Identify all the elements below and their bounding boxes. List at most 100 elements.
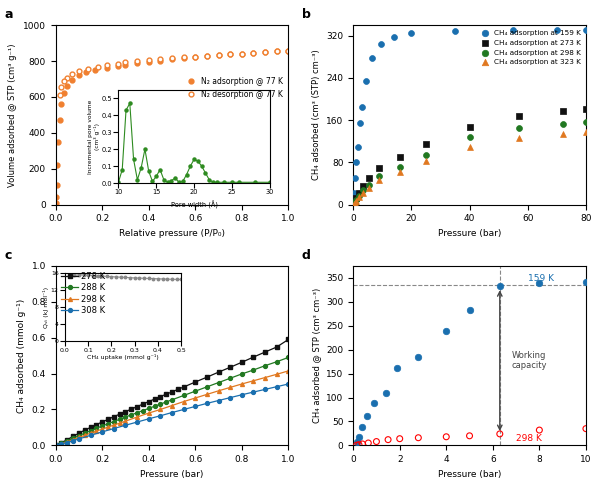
N₂ adsorption @ 77 K bbox=[103, 65, 110, 71]
308 K bbox=[70, 438, 77, 444]
N₂ adsorption @ 77 K bbox=[55, 139, 62, 145]
N₂ adsorption @ 77 K bbox=[122, 62, 129, 68]
Line: N₂ adsorption @ 77 K: N₂ adsorption @ 77 K bbox=[53, 48, 291, 206]
278 K bbox=[273, 344, 280, 350]
N₂ adsorption @ 77 K bbox=[191, 54, 199, 60]
308 K bbox=[133, 419, 140, 425]
CH₄ adsorption at 159 K bbox=[450, 28, 460, 36]
298 K bbox=[110, 422, 118, 428]
278 K bbox=[52, 443, 59, 449]
278 K bbox=[110, 414, 118, 420]
288 K bbox=[98, 423, 106, 429]
Text: d: d bbox=[302, 249, 311, 262]
298 K bbox=[145, 410, 152, 416]
N₂ desorption @ 77 K bbox=[227, 52, 234, 57]
Text: a: a bbox=[4, 8, 13, 21]
CH₄ adsorption at 323 K bbox=[514, 134, 524, 142]
288 K bbox=[169, 397, 176, 403]
X-axis label: Pressure (bar): Pressure (bar) bbox=[438, 229, 501, 238]
N₂ adsorption @ 77 K bbox=[115, 63, 122, 69]
N₂ desorption @ 77 K bbox=[85, 66, 92, 72]
N₂ adsorption @ 77 K bbox=[238, 51, 245, 56]
278 K bbox=[215, 369, 222, 375]
288 K bbox=[116, 416, 123, 422]
Point bbox=[383, 436, 393, 444]
Point bbox=[371, 438, 381, 446]
N₂ adsorption @ 77 K bbox=[54, 162, 61, 168]
Point bbox=[495, 430, 505, 438]
278 K bbox=[64, 437, 71, 443]
278 K bbox=[116, 411, 123, 417]
298 K bbox=[273, 372, 280, 377]
CH₄ adsorption at 273 K bbox=[581, 105, 591, 112]
288 K bbox=[145, 406, 152, 412]
288 K bbox=[157, 401, 164, 407]
298 K bbox=[180, 399, 187, 405]
298 K bbox=[122, 418, 129, 424]
278 K bbox=[128, 406, 135, 412]
CH₄ adsorption at 323 K bbox=[581, 128, 591, 136]
N₂ adsorption @ 77 K bbox=[60, 91, 67, 96]
N₂ adsorption @ 77 K bbox=[52, 195, 59, 201]
N₂ adsorption @ 77 K bbox=[273, 48, 280, 54]
278 K bbox=[98, 419, 106, 425]
278 K bbox=[285, 337, 292, 342]
N₂ adsorption @ 77 K bbox=[52, 200, 59, 206]
X-axis label: Pressure (bar): Pressure (bar) bbox=[438, 469, 501, 479]
308 K bbox=[87, 432, 94, 438]
N₂ desorption @ 77 K bbox=[68, 72, 76, 77]
N₂ adsorption @ 77 K bbox=[53, 182, 61, 188]
Text: 298 K: 298 K bbox=[516, 434, 542, 443]
308 K bbox=[157, 413, 164, 419]
278 K bbox=[151, 396, 158, 402]
298 K bbox=[215, 388, 222, 393]
Point bbox=[354, 433, 364, 441]
CH₄ adsorption at 273 K bbox=[558, 107, 568, 114]
CH₄ adsorption at 159 K bbox=[349, 189, 359, 197]
308 K bbox=[203, 400, 211, 406]
288 K bbox=[133, 410, 140, 415]
CH₄ adsorption at 273 K bbox=[349, 200, 359, 207]
308 K bbox=[145, 416, 152, 422]
Point bbox=[370, 399, 379, 407]
298 K bbox=[87, 430, 94, 436]
CH₄ adsorption at 323 K bbox=[359, 189, 368, 197]
CH₄ adsorption at 273 K bbox=[421, 140, 431, 148]
288 K bbox=[58, 440, 65, 446]
Point bbox=[362, 412, 372, 420]
278 K bbox=[157, 393, 164, 399]
Line: N₂ desorption @ 77 K: N₂ desorption @ 77 K bbox=[58, 48, 291, 97]
N₂ desorption @ 77 K bbox=[273, 48, 280, 54]
N₂ desorption @ 77 K bbox=[133, 58, 140, 64]
CH₄ adsorption at 323 K bbox=[374, 176, 384, 184]
N₂ adsorption @ 77 K bbox=[68, 77, 76, 83]
N₂ adsorption @ 77 K bbox=[157, 57, 164, 63]
CH₄ adsorption at 273 K bbox=[359, 182, 368, 190]
N₂ adsorption @ 77 K bbox=[92, 67, 99, 73]
CH₄ adsorption at 159 K bbox=[376, 40, 386, 48]
288 K bbox=[273, 359, 280, 365]
CH₄ adsorption at 298 K bbox=[351, 196, 361, 204]
CH₄ adsorption at 298 K bbox=[364, 181, 374, 188]
Point bbox=[413, 434, 423, 442]
298 K bbox=[133, 414, 140, 420]
CH₄ adsorption at 323 K bbox=[351, 197, 361, 205]
CH₄ adsorption at 159 K bbox=[353, 143, 362, 150]
Line: 278 K: 278 K bbox=[53, 337, 290, 448]
278 K bbox=[250, 354, 257, 360]
Point bbox=[381, 389, 391, 396]
288 K bbox=[128, 412, 135, 418]
CH₄ adsorption at 298 K bbox=[581, 118, 591, 126]
N₂ desorption @ 77 K bbox=[157, 56, 164, 62]
N₂ desorption @ 77 K bbox=[94, 64, 101, 70]
Point bbox=[395, 435, 404, 443]
278 K bbox=[174, 387, 181, 393]
288 K bbox=[104, 421, 112, 427]
298 K bbox=[262, 375, 269, 380]
288 K bbox=[75, 433, 82, 439]
278 K bbox=[163, 392, 170, 397]
308 K bbox=[227, 395, 234, 401]
CH₄ adsorption at 298 K bbox=[359, 187, 368, 194]
288 K bbox=[238, 371, 245, 377]
288 K bbox=[285, 355, 292, 360]
